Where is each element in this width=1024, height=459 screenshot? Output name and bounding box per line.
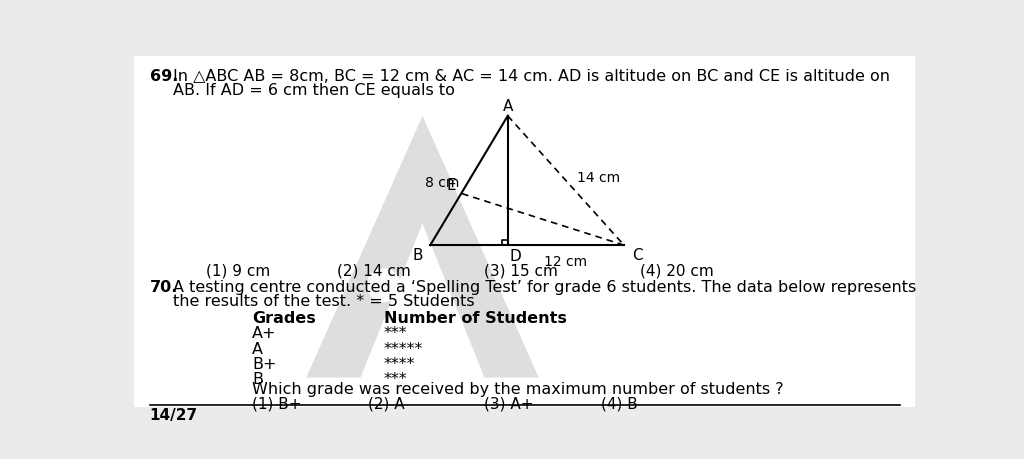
Text: (4) B: (4) B: [601, 396, 638, 410]
Text: Number of Students: Number of Students: [384, 310, 566, 325]
Text: C: C: [632, 248, 642, 263]
Text: (1) B+: (1) B+: [252, 396, 301, 410]
Text: (3) A+: (3) A+: [484, 396, 534, 410]
FancyBboxPatch shape: [134, 56, 915, 407]
Text: B: B: [252, 372, 263, 386]
Text: Grades: Grades: [252, 310, 315, 325]
Circle shape: [367, 269, 400, 302]
Text: (2) A: (2) A: [369, 396, 404, 410]
Text: B+: B+: [252, 356, 276, 371]
Text: E: E: [446, 178, 457, 192]
Text: AB. If AD = 6 cm then CE equals to: AB. If AD = 6 cm then CE equals to: [173, 83, 455, 98]
Text: B: B: [412, 248, 423, 263]
Text: 12 cm: 12 cm: [545, 255, 588, 269]
Text: (2) 14 cm: (2) 14 cm: [337, 263, 411, 278]
Text: In △ABC AB = 8cm, BC = 12 cm & AC = 14 cm. AD is altitude on BC and CE is altitu: In △ABC AB = 8cm, BC = 12 cm & AC = 14 c…: [173, 69, 890, 84]
Text: ****: ****: [384, 356, 416, 371]
Text: (3) 15 cm: (3) 15 cm: [484, 263, 558, 278]
Text: the results of the test. * = 5 Students: the results of the test. * = 5 Students: [173, 293, 474, 308]
Text: ***: ***: [384, 325, 408, 341]
Text: 69.: 69.: [150, 69, 178, 84]
Polygon shape: [306, 117, 539, 378]
Text: 14/27: 14/27: [150, 407, 198, 422]
Text: 70.: 70.: [150, 280, 178, 294]
Text: 14 cm: 14 cm: [577, 171, 620, 185]
Text: Which grade was received by the maximum number of students ?: Which grade was received by the maximum …: [252, 381, 783, 397]
Text: A testing centre conducted a ‘Spelling Test’ for grade 6 students. The data belo: A testing centre conducted a ‘Spelling T…: [173, 280, 916, 294]
Text: A: A: [252, 341, 263, 356]
Text: A+: A+: [252, 325, 276, 341]
Text: A: A: [503, 99, 513, 113]
Text: (1) 9 cm: (1) 9 cm: [206, 263, 269, 278]
Text: D: D: [509, 249, 521, 263]
Text: (4) 20 cm: (4) 20 cm: [640, 263, 714, 278]
Text: ***: ***: [384, 372, 408, 386]
Text: 8 cm: 8 cm: [425, 176, 460, 190]
Text: *****: *****: [384, 341, 423, 356]
